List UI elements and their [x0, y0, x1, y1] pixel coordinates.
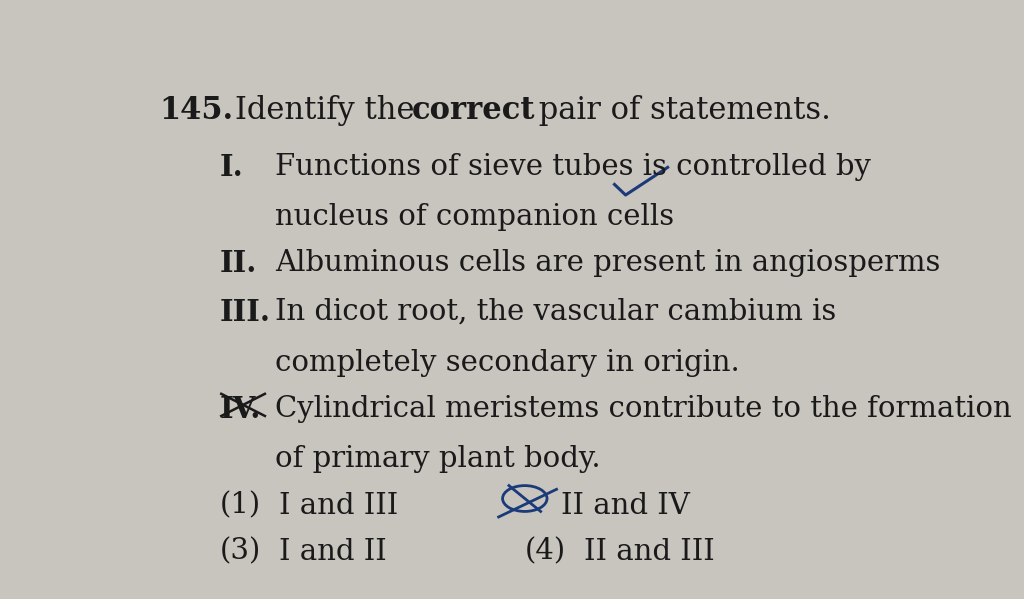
Text: Cylindrical meristems contribute to the formation: Cylindrical meristems contribute to the … — [274, 395, 1012, 423]
Text: correct: correct — [412, 95, 536, 126]
Text: I.: I. — [219, 153, 243, 181]
Text: II.: II. — [219, 249, 257, 279]
Text: I and III: I and III — [279, 492, 398, 519]
Text: pair of statements.: pair of statements. — [528, 95, 830, 126]
Text: Identify the: Identify the — [236, 95, 424, 126]
Text: Functions of sieve tubes is controlled by: Functions of sieve tubes is controlled b… — [274, 153, 870, 180]
Text: (4): (4) — [524, 538, 566, 565]
Text: III.: III. — [219, 298, 270, 327]
Text: nucleus of companion cells: nucleus of companion cells — [274, 203, 674, 231]
Text: IV.: IV. — [219, 395, 261, 423]
Text: (3): (3) — [219, 538, 260, 565]
Text: Albuminous cells are present in angiosperms: Albuminous cells are present in angiospe… — [274, 249, 940, 277]
Text: 145.: 145. — [160, 95, 233, 126]
Text: I and II: I and II — [279, 538, 386, 565]
Text: II and III: II and III — [585, 538, 715, 565]
Text: II and IV: II and IV — [560, 492, 689, 519]
Text: In dicot root, the vascular cambium is: In dicot root, the vascular cambium is — [274, 298, 836, 326]
Text: completely secondary in origin.: completely secondary in origin. — [274, 349, 739, 377]
Text: of primary plant body.: of primary plant body. — [274, 446, 600, 473]
Text: (1): (1) — [219, 492, 260, 519]
